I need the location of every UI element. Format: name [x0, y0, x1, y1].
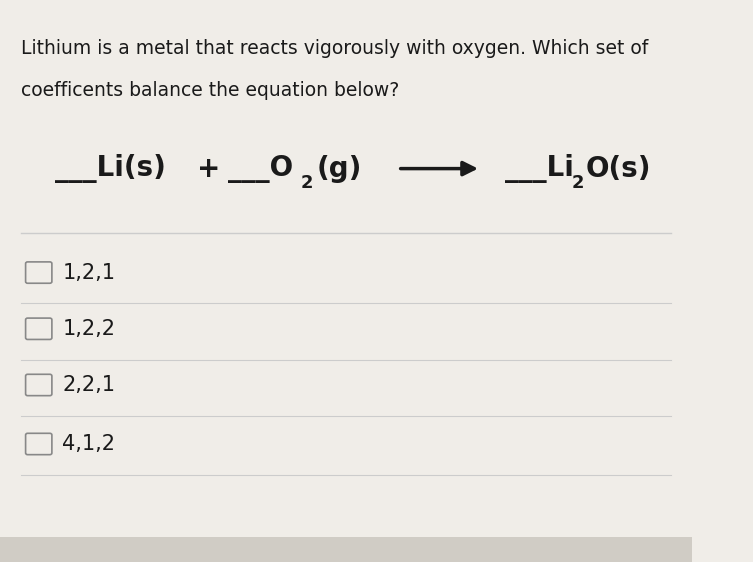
Text: 2: 2 [301, 174, 313, 192]
Text: 4,1,2: 4,1,2 [62, 434, 115, 454]
Text: Lithium is a metal that reacts vigorously with oxygen. Which set of: Lithium is a metal that reacts vigorousl… [21, 39, 648, 58]
Bar [0, 537, 692, 562]
Text: 1,2,2: 1,2,2 [62, 319, 115, 339]
Text: ___Li: ___Li [505, 154, 574, 183]
Text: ___Li(s): ___Li(s) [55, 154, 166, 183]
Text: 2,2,1: 2,2,1 [62, 375, 115, 395]
Text: ___O: ___O [228, 155, 294, 183]
Text: 2: 2 [572, 174, 584, 192]
Text: (g): (g) [316, 155, 361, 183]
Text: O(s): O(s) [586, 155, 651, 183]
Text: 1,2,1: 1,2,1 [62, 262, 115, 283]
Text: coefficents balance the equation below?: coefficents balance the equation below? [21, 81, 399, 101]
Text: +: + [197, 155, 221, 183]
